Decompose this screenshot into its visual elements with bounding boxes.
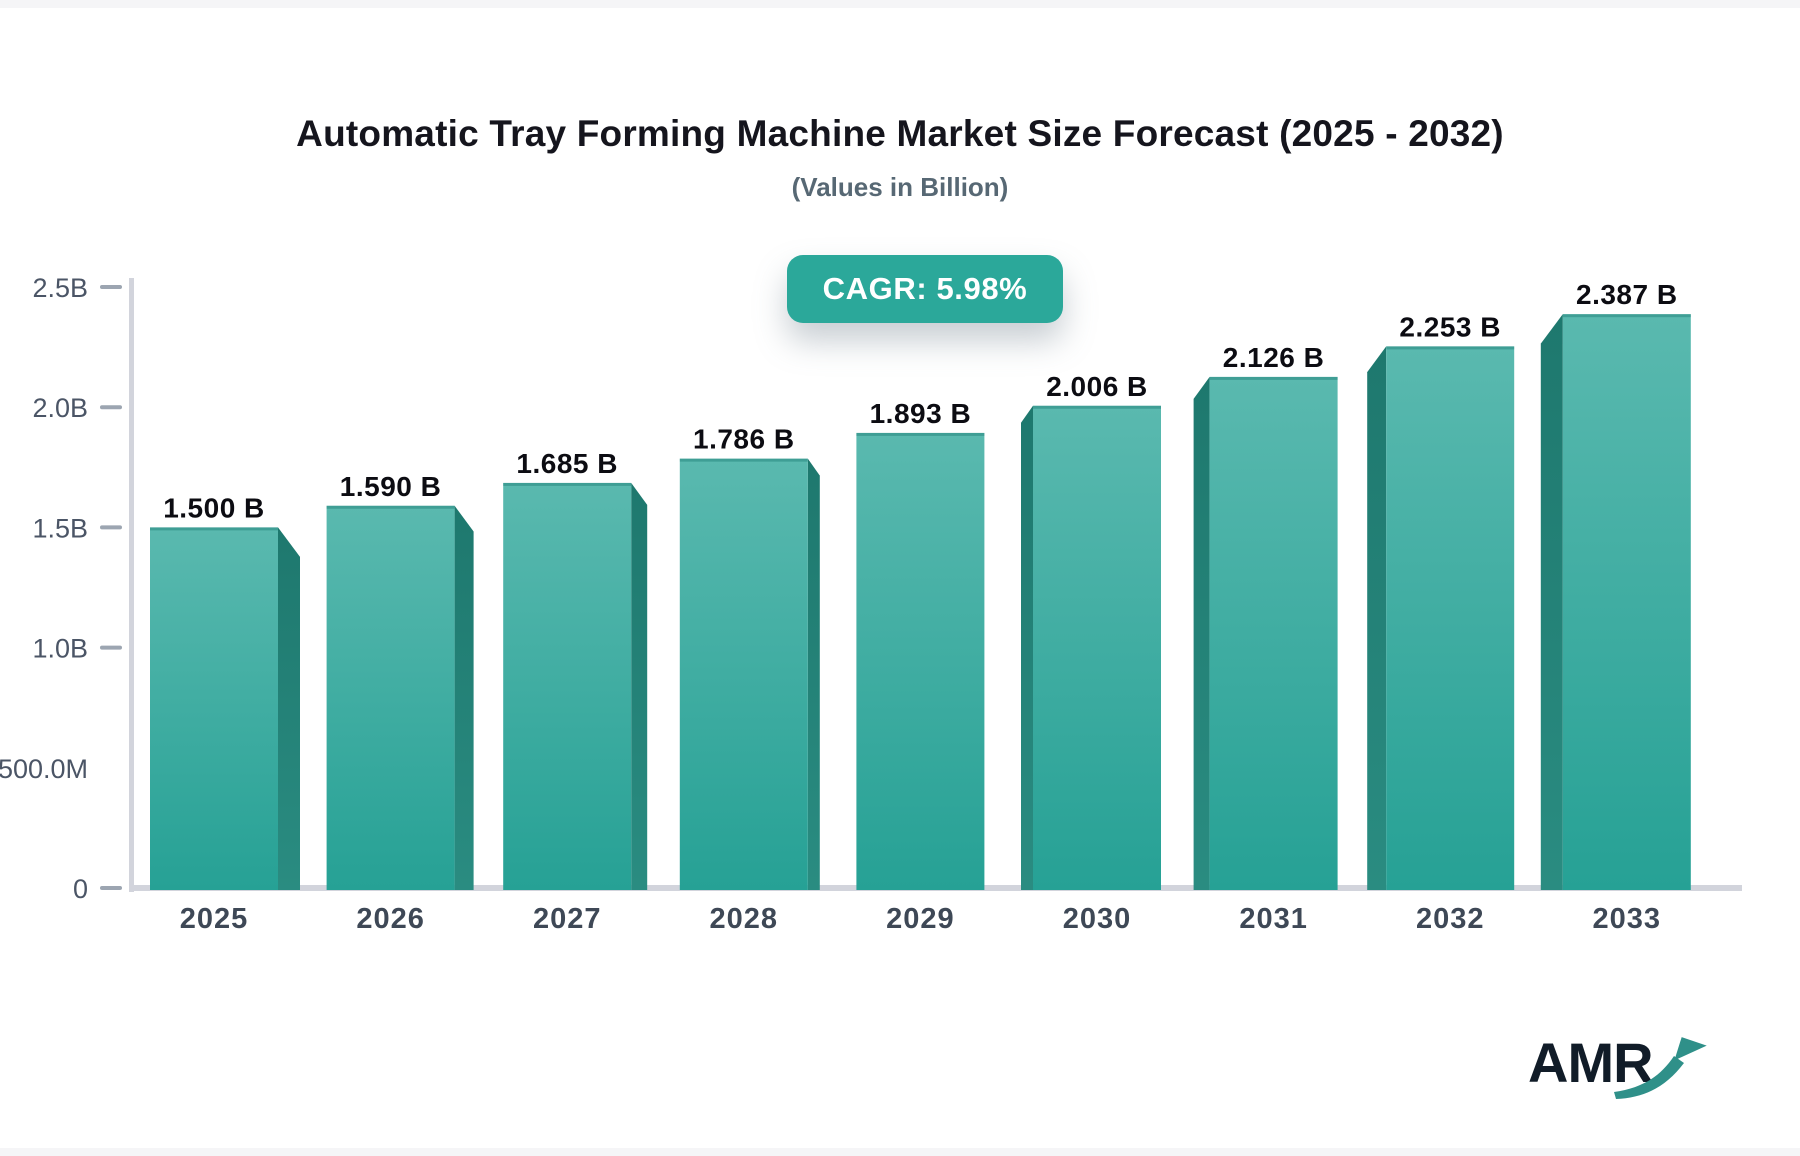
bar-value-label: 1.590 B (340, 471, 442, 502)
bar-top-edge (856, 432, 985, 436)
x-axis-year-label: 2033 (1593, 903, 1662, 935)
bar-side-face (278, 527, 300, 890)
x-axis-year-label: 2027 (533, 903, 602, 935)
bar-chart: 0 500.0M 1.0B 1.5B 2.0B 2.5B 1.500 B 2025 1.590 … (0, 273, 1742, 935)
bar-side-face (454, 505, 474, 890)
page-subtitle: (Values in Billion) (791, 172, 1009, 202)
amr-logo-text: AMR (1528, 1031, 1654, 1094)
bar-top-edge (503, 482, 632, 486)
bar-value-label: 1.500 B (163, 492, 265, 523)
bar-2032: 2.253 B 2032 (1367, 311, 1515, 935)
bar-top-edge (1562, 314, 1691, 318)
bar-top-edge (1386, 346, 1515, 350)
bar-value-label: 2.126 B (1223, 342, 1325, 373)
y-axis-line (129, 278, 134, 892)
bar-top-edge (326, 505, 455, 509)
bar-value-label: 2.006 B (1046, 371, 1148, 402)
page-bottom-edge (0, 1148, 1800, 1156)
bar-side-face (1021, 405, 1033, 890)
bar-front-face (503, 482, 632, 890)
bar-front-face (1209, 376, 1338, 890)
bar-side-face (807, 458, 820, 890)
x-axis-year-label: 2030 (1063, 903, 1132, 935)
bar-front-face (150, 527, 278, 890)
bar-top-edge (1033, 405, 1161, 409)
y-tick-dash (100, 405, 122, 410)
page-title: Automatic Tray Forming Machine Market Si… (296, 113, 1504, 154)
x-axis-year-label: 2025 (180, 903, 249, 935)
x-axis-year-label: 2031 (1239, 903, 1308, 935)
bar-front-face (856, 432, 985, 890)
bar-value-label: 1.786 B (693, 424, 795, 455)
y-tick-dash (100, 525, 122, 530)
bar-front-face (326, 505, 455, 890)
bar-value-label: 2.253 B (1399, 311, 1501, 342)
bar-2025: 1.500 B 2025 (150, 492, 300, 935)
bar-value-label: 1.893 B (870, 398, 972, 429)
bar-2029: 1.893 B 2029 (856, 398, 985, 935)
bar-value-label: 2.387 B (1576, 279, 1678, 310)
bar-2030: 2.006 B 2030 (1021, 371, 1161, 935)
bar-front-face (1562, 314, 1691, 891)
bar-front-face (1386, 346, 1515, 890)
bar-2031: 2.126 B 2031 (1193, 342, 1338, 935)
bar-2028: 1.786 B 2028 (679, 424, 820, 935)
bar-2027: 1.685 B 2027 (503, 448, 648, 935)
y-tick-dash (100, 886, 122, 890)
bar-top-edge (1209, 376, 1338, 380)
bar-2033: 2.387 B 2033 (1540, 279, 1691, 935)
y-tick-label: 2.0B (32, 393, 88, 423)
y-tick-dash (100, 285, 122, 289)
y-tick-label: 0 (73, 874, 88, 904)
y-tick-label: 1.5B (32, 513, 88, 543)
bar-2026: 1.590 B 2026 (326, 471, 474, 935)
x-axis-year-label: 2028 (710, 903, 779, 935)
bar-front-face (679, 458, 808, 890)
bar-side-face (1367, 346, 1387, 890)
bar-front-face (1033, 405, 1161, 890)
y-tick-label: 500.0M (0, 754, 88, 784)
amr-logo: AMR (1528, 1033, 1728, 1113)
page-top-edge (0, 0, 1800, 8)
y-tick-label: 1.0B (32, 634, 88, 664)
bar-side-face (1540, 314, 1563, 891)
cagr-badge-label: CAGR: 5.98% (822, 271, 1028, 306)
bar-top-edge (679, 458, 808, 462)
x-axis-year-label: 2032 (1416, 903, 1485, 935)
bar-side-face (1193, 376, 1210, 890)
y-tick-label: 2.5B (32, 273, 88, 303)
bar-value-label: 1.685 B (516, 448, 618, 479)
cagr-badge: CAGR: 5.98% (787, 255, 1063, 323)
bar-side-face (631, 482, 648, 890)
bar-top-edge (150, 527, 278, 531)
y-tick-dash (100, 645, 122, 650)
x-axis-year-label: 2026 (356, 903, 425, 935)
growth-arrow-icon (1614, 1037, 1707, 1099)
x-axis-year-label: 2029 (886, 903, 955, 935)
